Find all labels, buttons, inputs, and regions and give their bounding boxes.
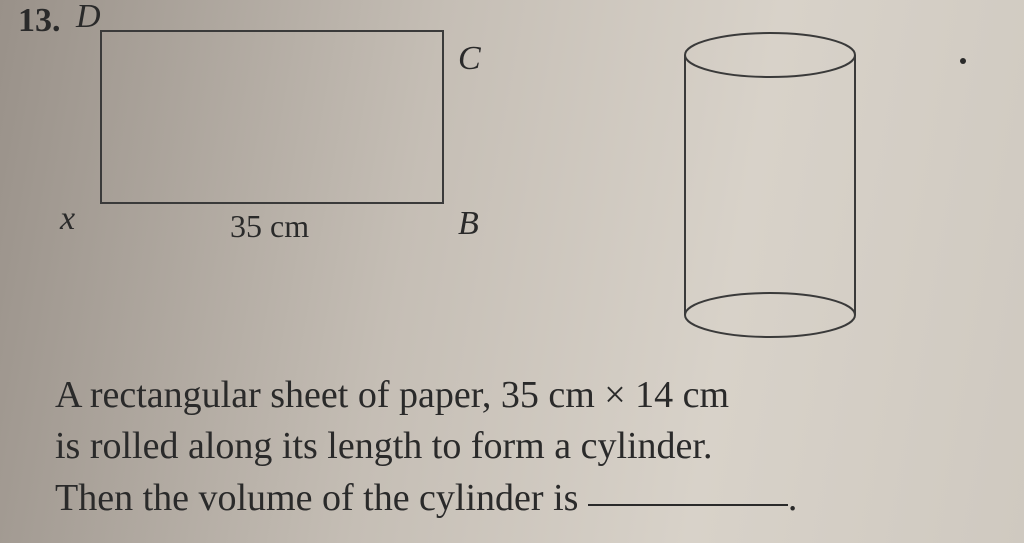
vertex-x: x: [60, 200, 75, 238]
vertex-b: B: [458, 205, 479, 243]
dimension-length: 35 cm: [230, 208, 309, 245]
problem-line-2: is rolled along its length to form a cyl…: [55, 421, 975, 472]
answer-blank[interactable]: [588, 504, 788, 506]
problem-line-1: A rectangular sheet of paper, 35 cm × 14…: [55, 370, 975, 421]
vertex-d: D: [76, 0, 101, 36]
rectangle-sheet: [100, 30, 444, 204]
dot-mark: [960, 58, 966, 64]
problem-line-3a: Then the volume of the cylinder is: [55, 477, 578, 519]
cylinder-shape: [683, 31, 857, 339]
problem-line-3b: .: [788, 477, 798, 519]
problem-line-3: Then the volume of the cylinder is .: [55, 473, 975, 524]
problem-text: A rectangular sheet of paper, 35 cm × 14…: [55, 370, 975, 524]
vertex-c: C: [458, 40, 481, 78]
question-number: 13.: [18, 2, 61, 40]
page: 13. D C x B 35 cm A rectangular sheet of…: [0, 0, 1024, 543]
